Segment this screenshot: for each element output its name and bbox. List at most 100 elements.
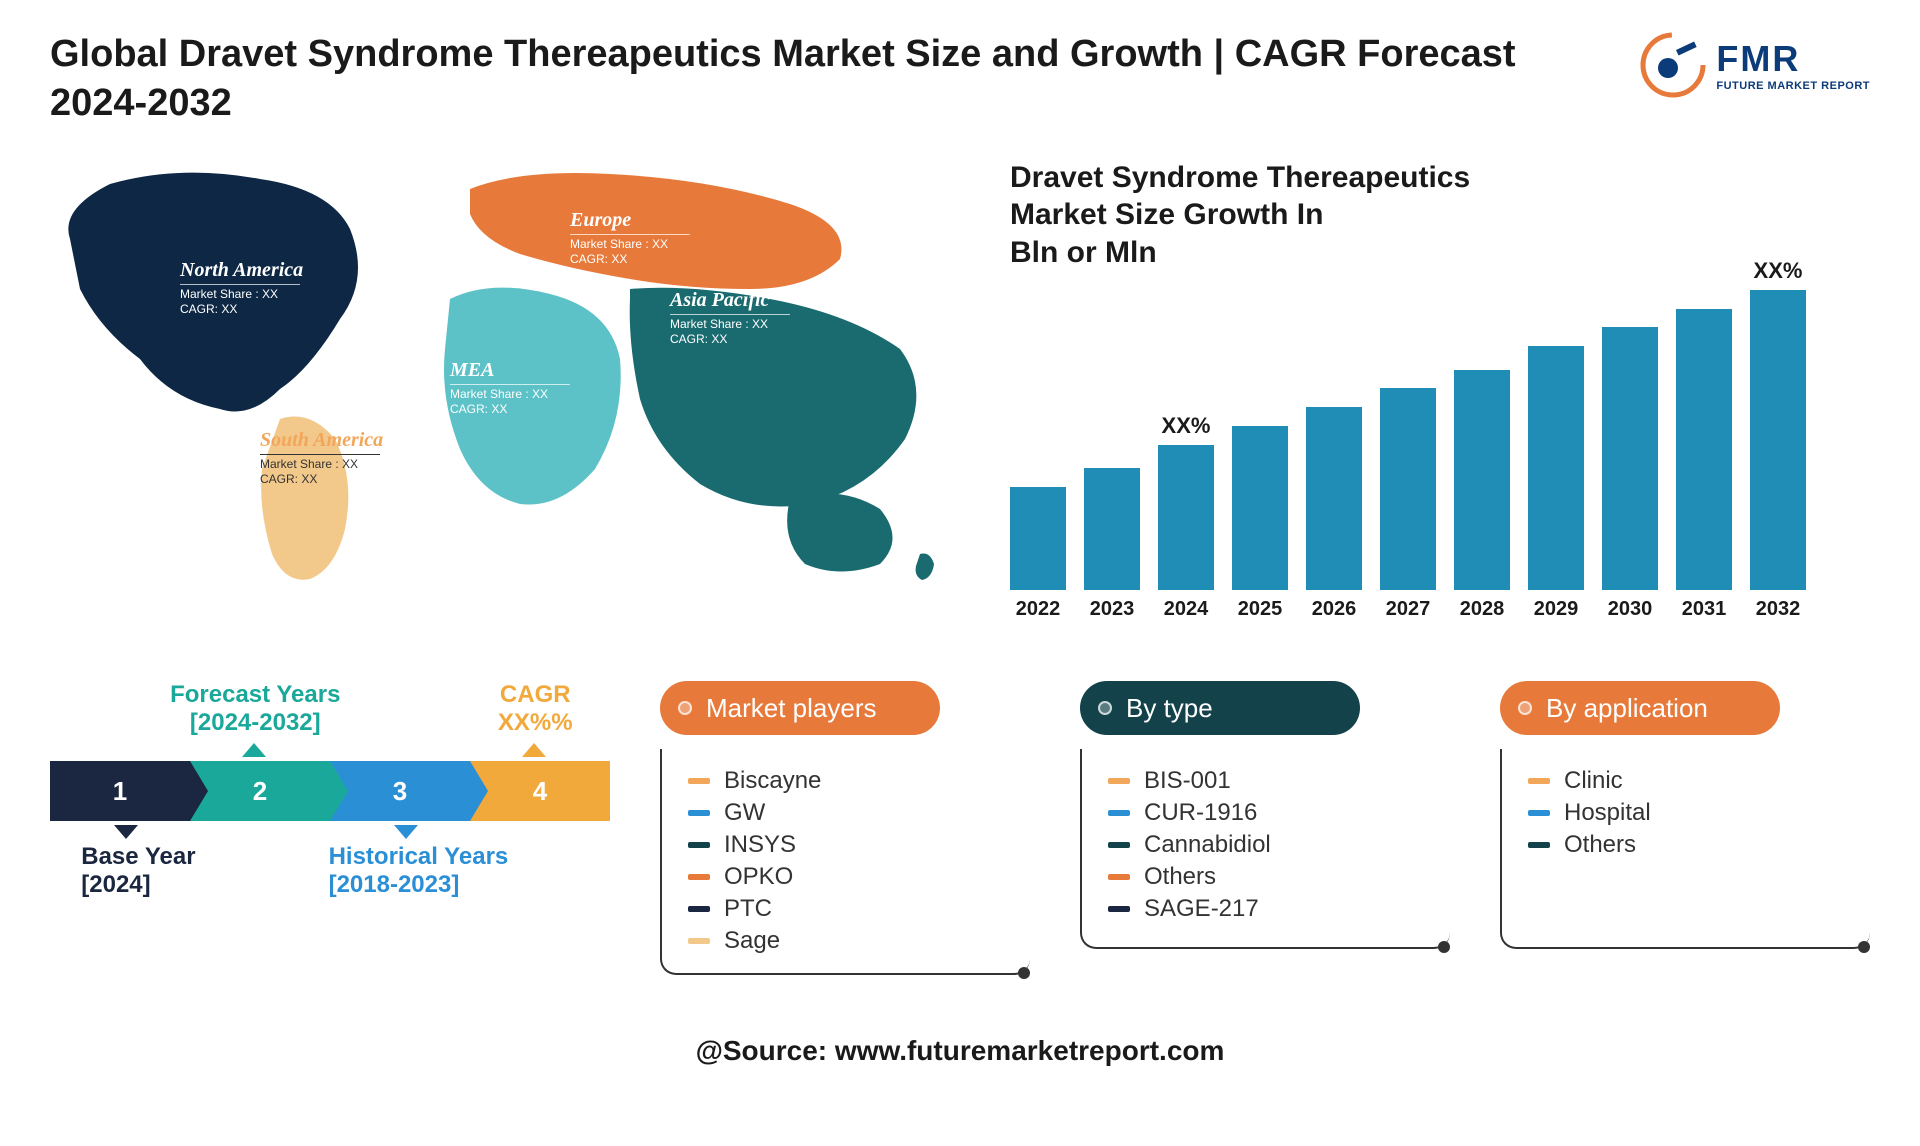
- list-item-text: INSYS: [724, 831, 796, 859]
- bar-chart: Dravet Syndrome Thereapeutics Market Siz…: [1010, 159, 1870, 622]
- pill-dot-icon: [1098, 701, 1112, 715]
- mid-row: North AmericaMarket Share : XXCAGR: XXSo…: [50, 159, 1870, 622]
- marker-icon: [688, 906, 710, 912]
- pill-dot-icon: [678, 701, 692, 715]
- bar-col-2027: 2027: [1380, 388, 1436, 621]
- bar-year-label: 2024: [1164, 598, 1209, 621]
- marker-icon: [688, 842, 710, 848]
- timeline-strip: 1 2 3 4: [50, 761, 610, 821]
- region-tag-mea: MEAMarket Share : XXCAGR: XX: [450, 359, 570, 418]
- chart-title-l3: Bln or Mln: [1010, 236, 1157, 269]
- marker-icon: [688, 874, 710, 880]
- hist-label-text: Historical Years: [329, 843, 509, 870]
- region-tag-eu: EuropeMarket Share : XXCAGR: XX: [570, 209, 690, 268]
- bar-top-label: XX%: [1162, 413, 1211, 439]
- pill-dot-icon: [1518, 701, 1532, 715]
- by-type-block: By typeBIS-001CUR-1916CannabidiolOthersS…: [1080, 681, 1450, 949]
- list-item: Sage: [688, 927, 1010, 955]
- list-item: Cannabidiol: [1108, 831, 1430, 859]
- marker-icon: [1108, 874, 1130, 880]
- forecast-label-text: Forecast Years: [170, 681, 340, 708]
- bar-col-2032: XX%2032: [1750, 290, 1806, 621]
- bar: [1306, 407, 1362, 590]
- pill-header: By type: [1080, 681, 1360, 735]
- pill-list: BIS-001CUR-1916CannabidiolOthersSAGE-217: [1080, 749, 1450, 949]
- timeline-seg-2: 2: [190, 761, 330, 821]
- pill-header: Market players: [660, 681, 940, 735]
- bar-year-label: 2026: [1312, 598, 1357, 621]
- cagr-label: CAGR XX%%: [498, 681, 573, 737]
- list-item-text: OPKO: [724, 863, 793, 891]
- bar-year-label: 2029: [1534, 598, 1579, 621]
- timeline-seg-3: 3: [330, 761, 470, 821]
- pill-header: By application: [1500, 681, 1780, 735]
- pill-list: Clinic Hospital Others: [1500, 749, 1870, 949]
- list-item: SAGE-217: [1108, 895, 1430, 923]
- bar-col-2029: 2029: [1528, 346, 1584, 621]
- list-item: Clinic: [1528, 767, 1850, 795]
- region-share: Market Share : XX: [260, 457, 383, 473]
- bar-year-label: 2022: [1016, 598, 1061, 621]
- list-item-text: Clinic: [1564, 767, 1623, 795]
- bar: [1232, 426, 1288, 590]
- by-application-block: By application Clinic Hospital Others: [1500, 681, 1870, 949]
- list-item: OPKO: [688, 863, 1010, 891]
- pill-list: Biscayne GW INSYS OPKO PTC Sage: [660, 749, 1030, 975]
- region-cagr: CAGR: XX: [260, 472, 383, 488]
- cagr-value: XX%%: [498, 709, 573, 736]
- region-cagr: CAGR: XX: [450, 402, 570, 418]
- timeline-labels-bot: Base Year [2024] x Historical Years [201…: [50, 843, 610, 899]
- marker-icon: [1108, 810, 1130, 816]
- bars-container: 20222023XX%20242025202620272028202920302…: [1010, 301, 1870, 621]
- region-name: Asia Pacific: [670, 289, 790, 312]
- list-item: PTC: [688, 895, 1010, 923]
- logo-icon: [1638, 30, 1708, 100]
- bar: [1528, 346, 1584, 590]
- marker-icon: [1108, 778, 1130, 784]
- list-item-text: SAGE-217: [1144, 895, 1259, 923]
- bar-col-2028: 2028: [1454, 370, 1510, 621]
- marker-icon: [1528, 810, 1550, 816]
- bar-year-label: 2032: [1756, 598, 1801, 621]
- region-nz-shape: [916, 553, 934, 580]
- list-item: Biscayne: [688, 767, 1010, 795]
- region-share: Market Share : XX: [180, 287, 303, 303]
- timeline-block: x Forecast Years [2024-2032] x CAGR XX%%…: [50, 681, 610, 899]
- timeline-arrows-top: [50, 743, 610, 757]
- list-item-text: Others: [1564, 831, 1636, 859]
- logo-text: FMR FUTURE MARKET REPORT: [1716, 38, 1870, 92]
- bar: [1084, 468, 1140, 590]
- list-item-text: Sage: [724, 927, 780, 955]
- bar-year-label: 2027: [1386, 598, 1431, 621]
- marker-icon: [1528, 778, 1550, 784]
- bar-year-label: 2031: [1682, 598, 1727, 621]
- bar-year-label: 2025: [1238, 598, 1283, 621]
- region-name: Europe: [570, 209, 690, 232]
- cagr-label-text: CAGR: [500, 681, 571, 708]
- marker-icon: [1108, 842, 1130, 848]
- base-range: [2024]: [81, 871, 150, 898]
- bar-col-2031: 2031: [1676, 309, 1732, 621]
- region-tag-ap: Asia PacificMarket Share : XXCAGR: XX: [670, 289, 790, 348]
- bar: [1380, 388, 1436, 590]
- list-item: BIS-001: [1108, 767, 1430, 795]
- source-line: @Source: www.futuremarketreport.com: [50, 1035, 1870, 1067]
- list-item: GW: [688, 799, 1010, 827]
- header-row: Global Dravet Syndrome Thereapeutics Mar…: [50, 30, 1870, 129]
- pill-title: Market players: [706, 693, 877, 724]
- list-item: Hospital: [1528, 799, 1850, 827]
- region-tag-sa: South AmericaMarket Share : XXCAGR: XX: [260, 429, 383, 488]
- chart-title-l1: Dravet Syndrome Thereapeutics: [1010, 161, 1470, 194]
- list-item-text: PTC: [724, 895, 772, 923]
- world-map: North AmericaMarket Share : XXCAGR: XXSo…: [50, 159, 970, 589]
- logo-fmr-text: FMR: [1716, 38, 1870, 80]
- timeline-arrows-bot: [50, 825, 610, 839]
- market-players-block: Market players Biscayne GW INSYS OPKO PTC Sage: [660, 681, 1030, 975]
- bar-col-2024: XX%2024: [1158, 445, 1214, 621]
- list-item-text: CUR-1916: [1144, 799, 1257, 827]
- bar-year-label: 2028: [1460, 598, 1505, 621]
- bar: [1454, 370, 1510, 590]
- bar: [1158, 445, 1214, 590]
- region-cagr: CAGR: XX: [570, 252, 690, 268]
- arrow-up-icon: [242, 743, 266, 757]
